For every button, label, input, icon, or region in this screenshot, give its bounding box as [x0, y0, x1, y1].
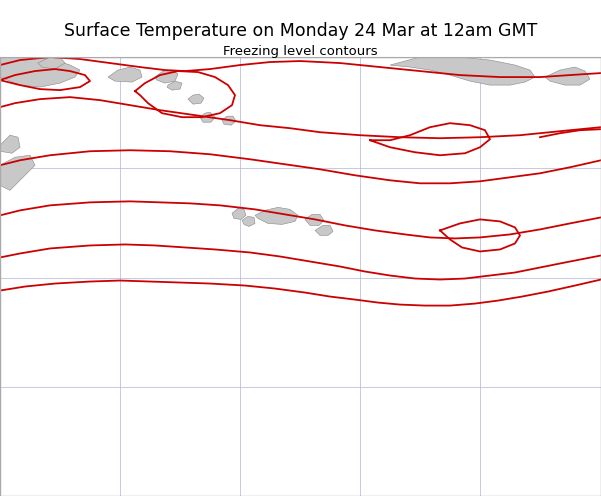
Text: Freezing level contours: Freezing level contours [223, 45, 378, 58]
Text: Surface Temperature on Monday 24 Mar at 12am GMT: Surface Temperature on Monday 24 Mar at … [64, 22, 537, 40]
Polygon shape [155, 70, 178, 83]
Polygon shape [0, 57, 80, 87]
Polygon shape [315, 225, 333, 236]
Polygon shape [255, 207, 298, 224]
Polygon shape [38, 57, 65, 69]
Polygon shape [232, 208, 246, 219]
Polygon shape [305, 214, 324, 225]
Polygon shape [108, 67, 142, 82]
Polygon shape [242, 216, 255, 226]
Polygon shape [200, 112, 215, 122]
Polygon shape [0, 135, 20, 153]
Polygon shape [188, 94, 204, 104]
Polygon shape [167, 81, 182, 90]
Polygon shape [222, 116, 236, 125]
Polygon shape [390, 57, 535, 85]
Polygon shape [0, 155, 35, 190]
Polygon shape [545, 67, 590, 85]
